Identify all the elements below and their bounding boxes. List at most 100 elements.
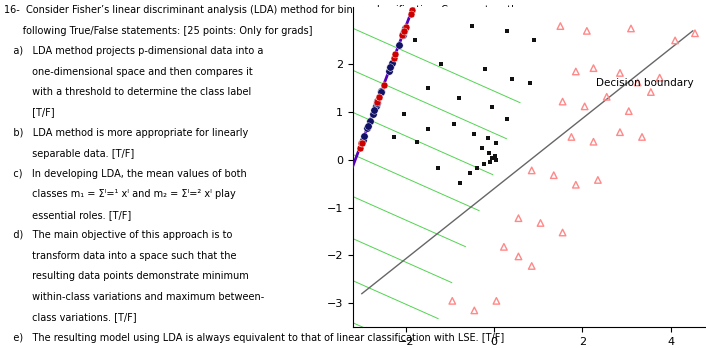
Point — [388, 134, 400, 140]
Point — [506, 76, 517, 81]
Text: [T/F]: [T/F] — [4, 108, 54, 118]
Point — [324, 224, 335, 230]
Point — [469, 131, 480, 136]
Point — [356, 141, 367, 146]
Text: class variations. [T/F]: class variations. [T/F] — [4, 312, 136, 322]
Text: one-dimensional space and then compares it: one-dimensional space and then compares … — [4, 67, 253, 77]
Text: e)   The resulting model using LDA is always equivalent to that of linear classi: e) The resulting model using LDA is alwa… — [4, 333, 504, 343]
Point — [555, 23, 566, 29]
Point — [422, 126, 433, 132]
Text: classes m₁ = Σᴵ=¹ xᴵ and m₂ = Σᴵ=² xᴵ play: classes m₁ = Σᴵ=¹ xᴵ and m₂ = Σᴵ=² xᴵ pl… — [4, 189, 235, 199]
Point — [465, 171, 476, 176]
Point — [370, 103, 381, 108]
Point — [400, 24, 412, 30]
Point — [398, 112, 409, 117]
Text: a)   LDA method projects p-dimensional data into a: a) LDA method projects p-dimensional dat… — [4, 46, 263, 56]
Point — [373, 94, 385, 100]
Point — [588, 65, 599, 71]
Point — [397, 32, 408, 38]
Point — [343, 175, 354, 181]
Point — [378, 82, 390, 87]
Point — [491, 298, 502, 303]
Text: with a threshold to determine the class label: with a threshold to determine the class … — [4, 87, 251, 97]
Point — [557, 99, 568, 104]
Point — [376, 88, 387, 94]
Point — [400, 25, 411, 31]
Point — [487, 155, 498, 161]
Point — [526, 168, 537, 173]
Point — [369, 107, 380, 113]
Point — [491, 140, 502, 146]
Point — [626, 26, 637, 31]
Point — [385, 64, 396, 70]
Point — [393, 42, 405, 48]
Point — [409, 38, 421, 43]
Point — [388, 55, 400, 61]
Point — [447, 298, 458, 303]
Point — [669, 38, 681, 43]
Point — [354, 145, 366, 150]
Point — [480, 66, 491, 72]
Point — [513, 254, 524, 259]
Point — [410, 0, 421, 4]
Text: following True/False statements: [25 points: Only for grads]: following True/False statements: [25 poi… — [4, 26, 312, 36]
Point — [340, 181, 352, 186]
Point — [632, 80, 643, 85]
Text: within-class variations and maximum between-: within-class variations and maximum betw… — [4, 292, 264, 302]
Point — [498, 244, 510, 250]
Point — [422, 85, 433, 91]
Point — [364, 118, 376, 124]
Point — [398, 28, 409, 33]
Point — [373, 95, 385, 100]
Point — [453, 95, 465, 101]
Point — [390, 51, 401, 56]
Point — [357, 137, 369, 142]
Text: Decision boundary: Decision boundary — [596, 78, 693, 88]
Point — [318, 241, 329, 246]
Point — [601, 94, 612, 100]
Point — [486, 104, 498, 110]
Point — [636, 134, 647, 140]
Text: resulting data points demonstrate minimum: resulting data points demonstrate minimu… — [4, 271, 249, 281]
Point — [432, 166, 443, 171]
Point — [502, 117, 513, 122]
Point — [361, 125, 373, 130]
Point — [454, 180, 465, 185]
Point — [614, 129, 626, 135]
Text: b)   LDA method is more appropriate for linearly: b) LDA method is more appropriate for li… — [4, 128, 248, 138]
Point — [372, 98, 383, 104]
Point — [398, 28, 409, 34]
Point — [502, 28, 513, 34]
Point — [385, 64, 396, 70]
Point — [371, 100, 383, 105]
Point — [370, 103, 381, 109]
Point — [383, 68, 395, 74]
Point — [407, 7, 418, 13]
Text: d)   The main objective of this approach is to: d) The main objective of this approach i… — [4, 230, 232, 240]
Point — [524, 81, 535, 86]
Point — [472, 166, 483, 171]
Text: essential roles. [T/F]: essential roles. [T/F] — [4, 210, 131, 220]
Text: transform data into a space such that the: transform data into a space such that th… — [4, 251, 237, 261]
Text: 16-  Consider Fisher’s linear discriminant analysis (LDA) method for binary clas: 16- Consider Fisher’s linear discriminan… — [4, 5, 523, 15]
Point — [623, 108, 635, 114]
Point — [386, 60, 397, 66]
Point — [566, 134, 577, 140]
Point — [535, 220, 546, 226]
Point — [469, 308, 480, 313]
Point — [370, 103, 381, 109]
Point — [371, 100, 383, 106]
Point — [579, 104, 590, 109]
Point — [614, 70, 626, 76]
Point — [528, 38, 539, 43]
Point — [570, 69, 582, 74]
Point — [645, 89, 657, 95]
Point — [526, 263, 537, 269]
Point — [376, 89, 387, 95]
Point — [570, 182, 582, 188]
Point — [436, 62, 447, 67]
Point — [482, 136, 493, 141]
Point — [557, 230, 568, 235]
Point — [367, 111, 378, 117]
Point — [479, 161, 490, 166]
